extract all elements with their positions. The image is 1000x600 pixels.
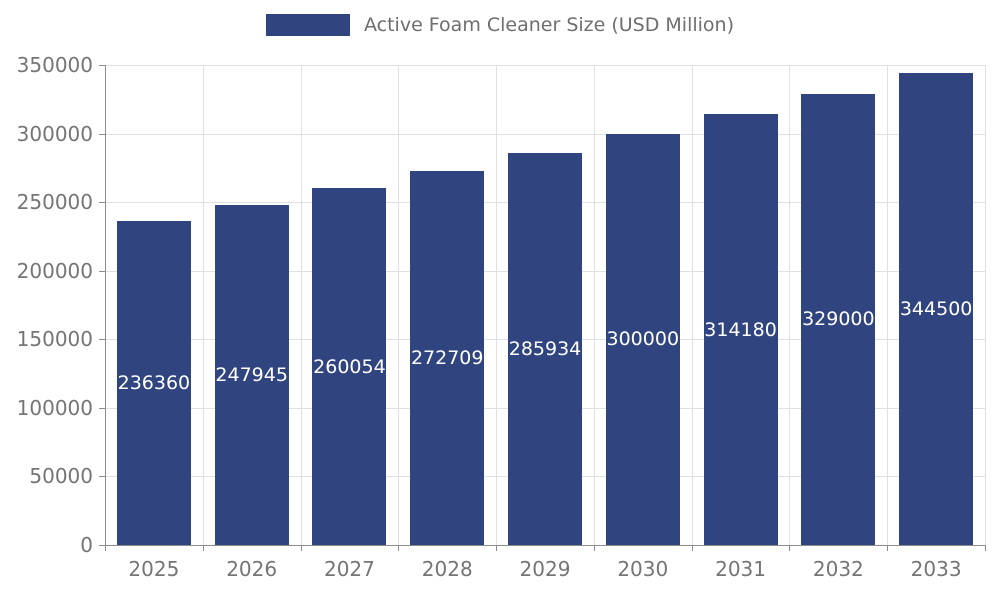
h-gridline xyxy=(105,65,985,66)
y-axis-tick xyxy=(99,407,105,409)
bar-value-label: 285934 xyxy=(508,337,582,360)
bar-chart-plot-area: 0 50000 100000 150000 200000 250000 300000 3500… xyxy=(17,53,986,581)
y-axis-line xyxy=(105,65,106,545)
v-gridline xyxy=(398,65,400,545)
legend-label[interactable]: Active Foam Cleaner Size (USD Million) xyxy=(363,14,735,36)
v-gridline xyxy=(789,65,791,545)
y-tick-label: 50000 xyxy=(29,464,93,489)
y-tick-label: 0 xyxy=(80,533,93,557)
v-gridline xyxy=(691,65,693,545)
x-axis-tick xyxy=(105,545,106,551)
x-tick-label: 2031 xyxy=(715,557,766,581)
bar-value-label: 329000 xyxy=(802,308,875,331)
y-axis-tick xyxy=(99,202,105,204)
x-axis-tick xyxy=(985,545,986,551)
v-gridline xyxy=(300,65,302,545)
bar: 329000 xyxy=(801,93,876,545)
y-axis-tick xyxy=(99,339,105,341)
y-axis-tick xyxy=(99,133,105,135)
y-axis-tick xyxy=(99,270,105,272)
bar: 285934 xyxy=(508,152,582,545)
bar-value-label: 247945 xyxy=(215,363,288,386)
y-tick-label: 150000 xyxy=(16,327,93,352)
y-axis-tick xyxy=(99,476,105,478)
x-axis-tick xyxy=(202,545,204,551)
bar-value-label: 272709 xyxy=(410,346,484,369)
x-axis-tick xyxy=(496,545,498,551)
v-gridline xyxy=(496,65,498,545)
x-axis-tick xyxy=(691,545,693,551)
x-axis-line xyxy=(105,545,985,546)
y-axis-tick xyxy=(99,545,105,546)
bar-value-label: 300000 xyxy=(606,328,680,351)
x-axis-tick xyxy=(789,545,791,551)
x-tick-label: 2026 xyxy=(226,557,278,581)
x-tick-label: 2030 xyxy=(617,557,669,581)
x-axis-tick xyxy=(887,545,889,551)
x-tick-label: 2025 xyxy=(128,557,180,581)
x-axis-tick xyxy=(300,545,302,551)
v-gridline xyxy=(202,65,204,545)
bar-value-label: 236360 xyxy=(117,371,191,394)
h-gridline xyxy=(105,133,985,135)
y-tick-label: 250000 xyxy=(16,190,93,215)
x-tick-label: 2029 xyxy=(519,557,571,581)
v-gridline xyxy=(593,65,595,545)
y-tick-label: 300000 xyxy=(16,121,93,146)
y-axis-tick xyxy=(99,65,105,66)
y-tick-label: 100000 xyxy=(16,395,93,420)
y-tick-label: 350000 xyxy=(16,53,93,77)
bar-value-label: 314180 xyxy=(704,318,777,341)
x-axis-tick xyxy=(398,545,400,551)
bar: 272709 xyxy=(410,170,485,545)
bar: 344500 xyxy=(899,72,974,545)
bar-value-label: 260054 xyxy=(313,355,386,378)
bar: 314180 xyxy=(703,114,778,545)
bar: 300000 xyxy=(605,133,680,545)
bar: 260054 xyxy=(312,188,387,545)
y-tick-label: 200000 xyxy=(16,258,93,283)
v-gridline xyxy=(985,65,986,545)
x-tick-label: 2027 xyxy=(323,557,375,581)
x-tick-label: 2033 xyxy=(910,557,962,581)
legend-swatch[interactable] xyxy=(265,14,350,36)
bar-value-label: 344500 xyxy=(899,297,973,320)
x-tick-label: 2028 xyxy=(421,557,473,581)
v-gridline xyxy=(887,65,889,545)
x-axis-tick xyxy=(593,545,595,551)
x-tick-label: 2032 xyxy=(812,557,864,581)
bar: 236360 xyxy=(116,220,191,545)
bar: 247945 xyxy=(214,204,289,545)
chart-legend: Active Foam Cleaner Size (USD Million) xyxy=(0,14,1000,36)
